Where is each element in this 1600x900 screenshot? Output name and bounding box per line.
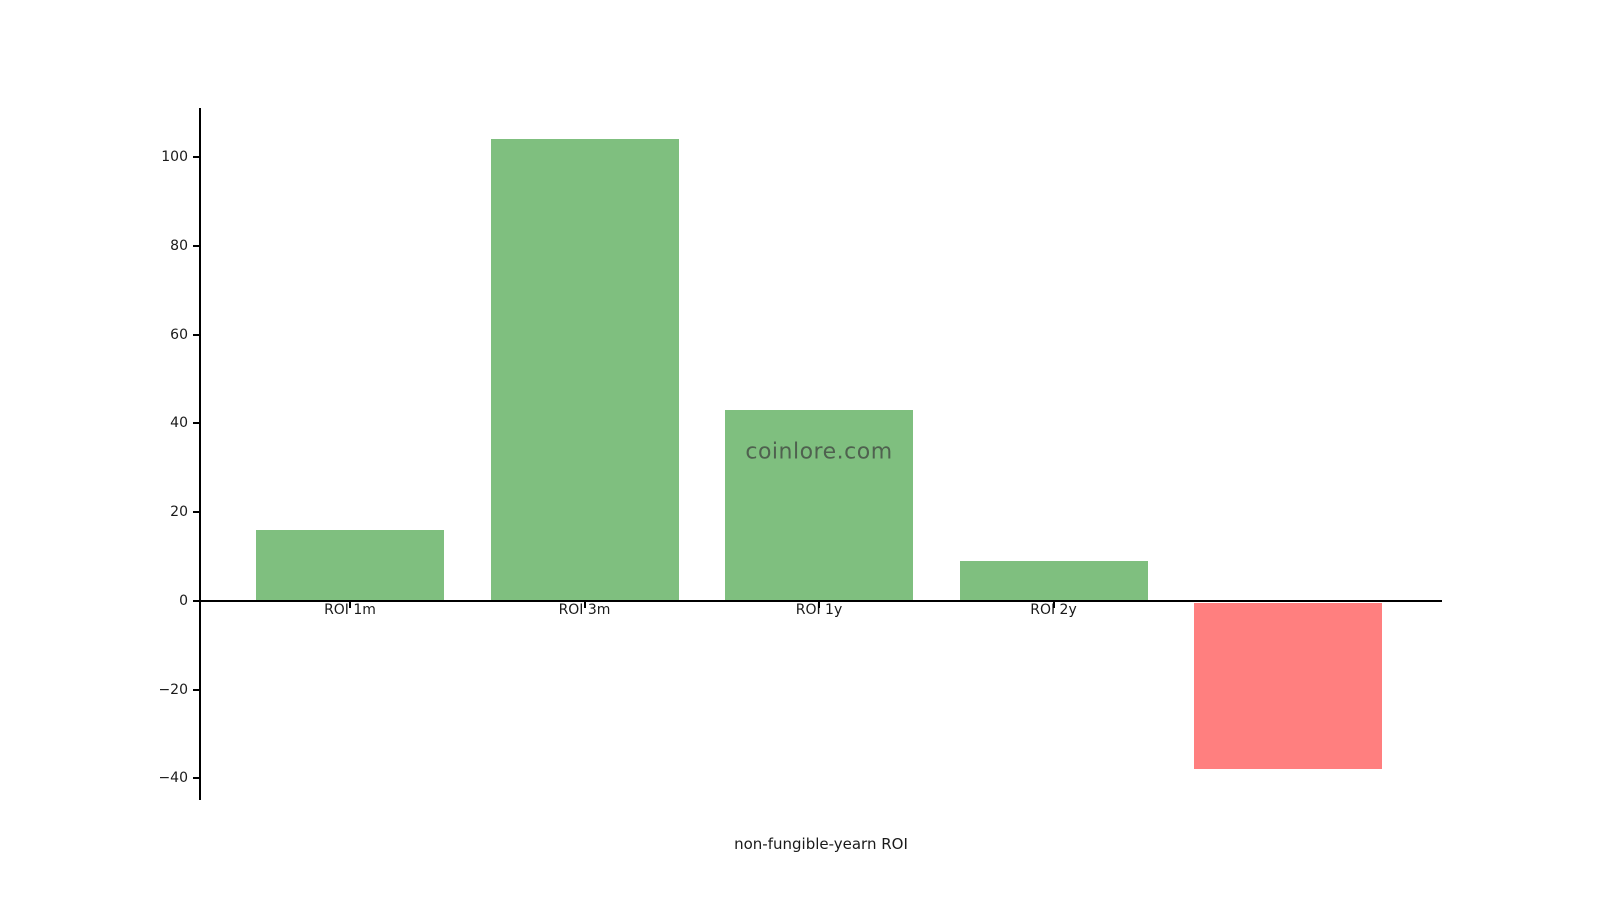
bar-roi-3m <box>490 139 679 601</box>
x-tick-mark <box>583 601 586 608</box>
y-tick-mark <box>193 777 200 780</box>
y-tick-mark <box>193 511 200 514</box>
y-tick-label: −20 <box>158 681 188 698</box>
y-tick-label: 60 <box>170 326 188 343</box>
x-tick-mark <box>349 601 351 608</box>
bar-unlabeled <box>1194 602 1382 770</box>
y-tick-label: −40 <box>158 770 188 787</box>
y-tick-mark <box>193 599 200 602</box>
y-tick-mark <box>193 156 200 159</box>
bar-roi-1m <box>256 529 444 601</box>
y-tick-label: 100 <box>161 149 188 166</box>
chart-title: non-fungible-yearn ROI <box>734 835 908 853</box>
x-tick-label: ROI 1y <box>795 602 843 618</box>
y-tick-mark <box>193 688 200 691</box>
x-tick-label: ROI 1m <box>324 602 376 618</box>
y-tick-label: 80 <box>170 237 188 254</box>
watermark-text: coinlore.com <box>745 439 893 465</box>
y-tick-mark <box>193 333 200 336</box>
x-axis-zero-line <box>199 600 1442 602</box>
y-tick-label: 0 <box>179 592 188 609</box>
y-axis-line <box>199 108 201 800</box>
x-tick-mark <box>1052 601 1055 608</box>
y-tick-label: 40 <box>170 415 188 432</box>
bar-roi-2y <box>959 560 1148 601</box>
x-tick-label: ROI 2y <box>1030 602 1077 618</box>
y-tick-label: 20 <box>170 504 188 521</box>
x-tick-mark <box>818 601 820 608</box>
bar-roi-1y <box>725 410 913 601</box>
x-tick-label: ROI 3m <box>558 602 611 618</box>
y-tick-mark <box>193 244 200 247</box>
y-tick-mark <box>193 422 200 425</box>
